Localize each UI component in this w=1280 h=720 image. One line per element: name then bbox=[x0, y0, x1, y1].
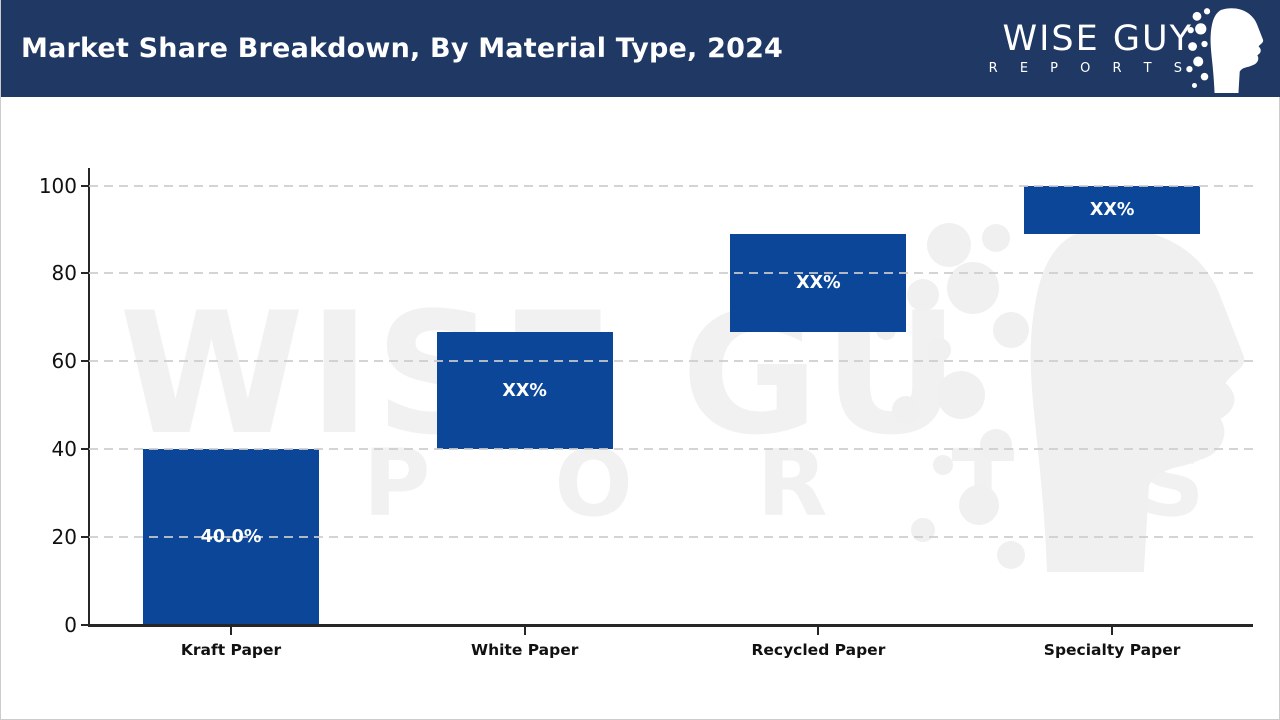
y-tick-label-0: 0 bbox=[64, 613, 77, 637]
page-title: Market Share Breakdown, By Material Type… bbox=[21, 33, 784, 64]
bar-value-label: XX% bbox=[1089, 199, 1135, 220]
x-tick-mark-3 bbox=[1111, 626, 1114, 635]
wiseguy-logo-text: WISE GUY R E P O R T S bbox=[988, 18, 1193, 76]
gridline-100 bbox=[89, 184, 1253, 187]
y-axis-line bbox=[88, 168, 90, 626]
y-tick-mark-0 bbox=[81, 624, 89, 626]
x-category-label: White Paper bbox=[470, 641, 579, 659]
y-tick-mark-80 bbox=[81, 272, 89, 275]
gridline-80 bbox=[89, 272, 1253, 275]
wiseguy-logo: WISE GUY R E P O R T S bbox=[989, 5, 1280, 93]
bar-value-label: XX% bbox=[502, 380, 547, 401]
bar-specialty-paper bbox=[1024, 185, 1201, 235]
bar-white-paper bbox=[436, 332, 613, 450]
wiseguy-head-watermark bbox=[857, 223, 1245, 573]
x-category-label: Kraft Paper bbox=[180, 641, 282, 659]
gridline-20 bbox=[89, 536, 1253, 539]
wiseguy-logo-line1: WISE GUY bbox=[1002, 18, 1193, 59]
y-tick-label-20: 20 bbox=[51, 525, 77, 550]
x-tick-mark-2 bbox=[817, 626, 820, 635]
bar-value-label: 40.0% bbox=[200, 527, 262, 548]
y-tick-label-100: 100 bbox=[38, 173, 77, 198]
y-tick-mark-60 bbox=[81, 360, 89, 363]
y-tick-mark-100 bbox=[81, 184, 89, 187]
x-axis-line bbox=[88, 624, 1253, 627]
wiseguy-head-icon bbox=[1186, 7, 1264, 93]
x-tick-mark-0 bbox=[230, 626, 232, 635]
header-bar: Market Share Breakdown, By Material Type… bbox=[1, 0, 1280, 97]
bar-recycled-paper bbox=[730, 234, 907, 333]
y-tick-label-60: 60 bbox=[51, 349, 77, 374]
wiseguy-logo-line2: R E P O R T S bbox=[988, 60, 1191, 76]
y-tick-label-40: 40 bbox=[51, 437, 77, 462]
gridline-40 bbox=[89, 448, 1253, 451]
y-tick-mark-20 bbox=[81, 536, 89, 539]
x-category-label: Specialty Paper bbox=[1043, 641, 1181, 659]
y-tick-mark-40 bbox=[81, 448, 89, 451]
y-tick-label-80: 80 bbox=[51, 261, 77, 286]
gridline-60 bbox=[89, 360, 1253, 363]
x-category-label: Recycled Paper bbox=[751, 641, 886, 659]
bar-value-label: XX% bbox=[796, 273, 841, 294]
x-tick-mark-1 bbox=[523, 626, 526, 635]
